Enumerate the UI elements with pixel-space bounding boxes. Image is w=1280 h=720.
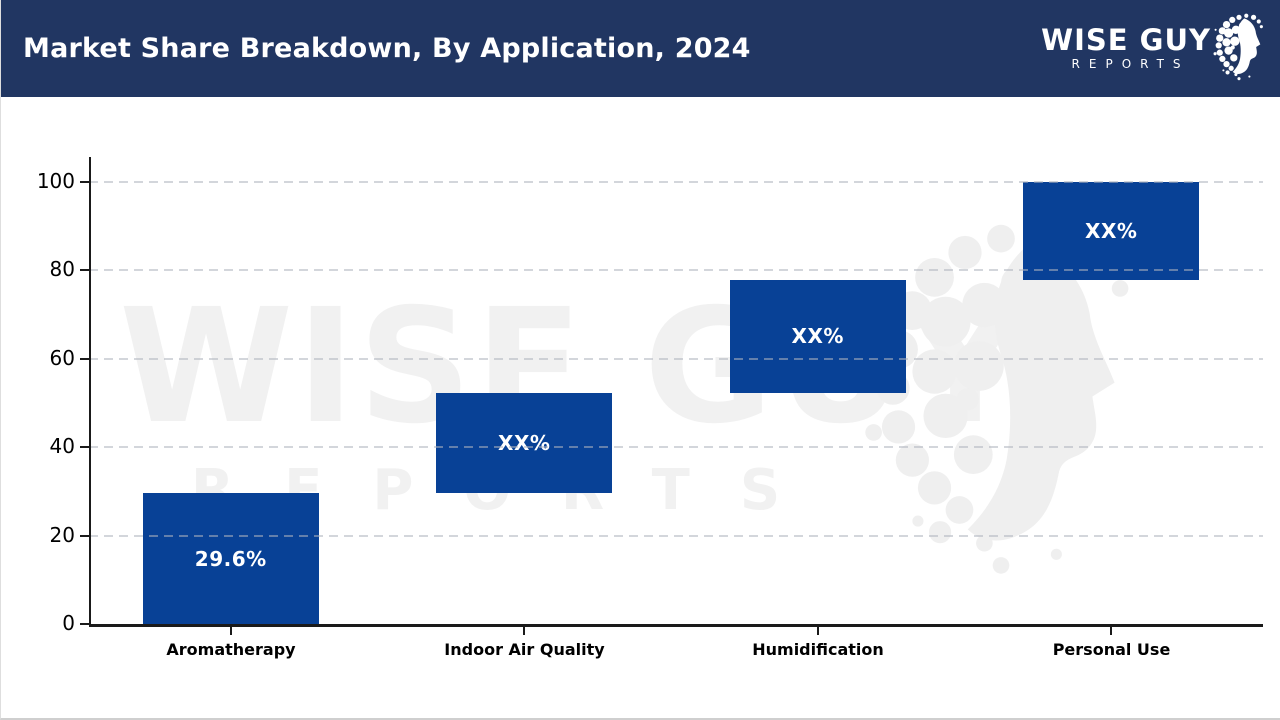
- y-tick-label: 40: [49, 434, 75, 459]
- x-tick-label: Personal Use: [1052, 640, 1171, 659]
- bar-value-label: XX%: [498, 430, 551, 455]
- y-tick: [80, 269, 89, 272]
- y-axis-spine: [89, 157, 91, 627]
- bar-value-label: XX%: [1085, 219, 1138, 244]
- brand-logo: WISE GUY REPORTS: [1041, 8, 1265, 88]
- plot-area: 0 20 40 60 80 100 29.6% Aromatherapy XX% Indoor A…: [37, 157, 1263, 659]
- header-bar: Market Share Breakdown, By Application, …: [1, 0, 1280, 97]
- y-tick: [80, 357, 89, 360]
- x-tick: [816, 626, 819, 635]
- gridline: [89, 446, 1263, 449]
- y-tick: [80, 623, 89, 625]
- y-tick: [80, 181, 89, 183]
- x-tick-label: Aromatherapy: [166, 640, 296, 659]
- brand-name: WISE GUY: [1041, 22, 1211, 57]
- bar: XX%: [1023, 182, 1200, 281]
- y-tick: [80, 446, 89, 449]
- x-tick: [229, 626, 232, 635]
- x-tick-label: Indoor Air Quality: [444, 640, 605, 659]
- bar-value-label: 29.6%: [194, 546, 267, 571]
- y-tick-label: 0: [62, 611, 75, 635]
- y-tick: [80, 534, 89, 537]
- x-tick-label: Humidification: [752, 640, 884, 659]
- gridline: [89, 534, 1263, 537]
- bar-value-label: XX%: [791, 324, 844, 349]
- y-tick-label: 80: [49, 257, 75, 282]
- x-axis-spine: [89, 624, 1263, 627]
- gridline: [89, 269, 1263, 272]
- gridline: [89, 181, 1263, 183]
- brand-wordmark: WISE GUY REPORTS: [1041, 22, 1211, 72]
- y-tick-label: 100: [36, 169, 75, 193]
- bar: XX%: [436, 392, 613, 494]
- bar: 29.6%: [142, 493, 319, 624]
- logo-head-icon: [1213, 8, 1265, 88]
- x-tick: [523, 626, 526, 635]
- y-tick-label: 60: [49, 345, 75, 370]
- chart-title: Market Share Breakdown, By Application, …: [23, 33, 751, 64]
- gridline: [89, 357, 1263, 360]
- y-tick-label: 20: [49, 522, 75, 547]
- bar: XX%: [729, 280, 906, 393]
- x-tick: [1110, 626, 1113, 635]
- brand-subtitle: REPORTS: [1071, 57, 1190, 72]
